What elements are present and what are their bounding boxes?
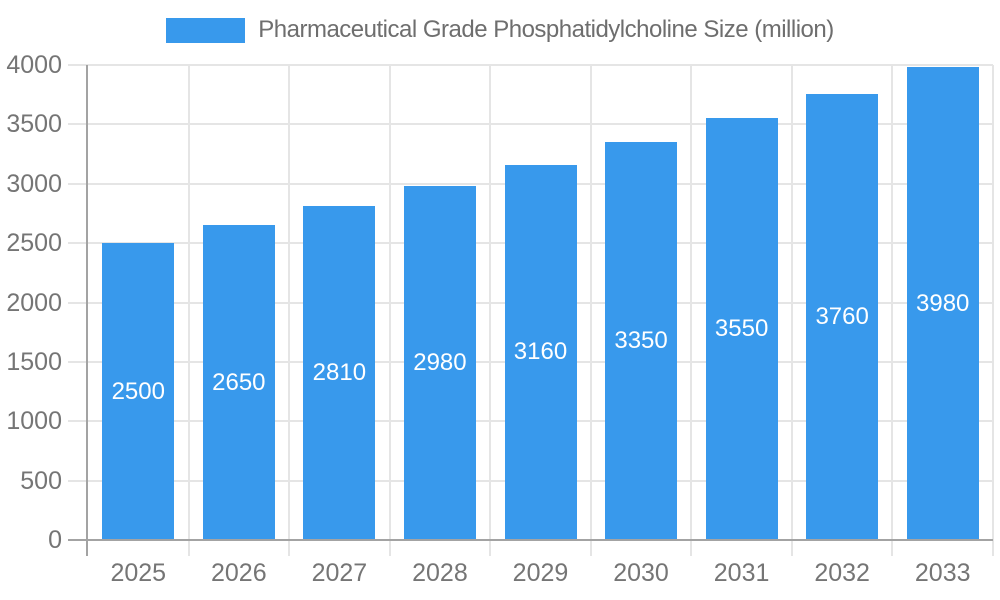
y-axis-tick bbox=[68, 242, 88, 245]
bar-2033[interactable]: 3980 bbox=[906, 67, 979, 540]
x-tick-label: 2030 bbox=[613, 559, 669, 587]
plot-area: 2500 2650 2810 2980 3160 3350 3550 3760 3980 bbox=[68, 64, 994, 556]
y-tick-label: 500 bbox=[20, 466, 62, 495]
gridline-horizontal bbox=[88, 123, 993, 126]
x-tick-label: 2033 bbox=[914, 559, 971, 587]
bar-value-label: 2980 bbox=[413, 349, 467, 377]
bar-value-label: 3980 bbox=[916, 289, 970, 317]
bar-2030[interactable]: 3350 bbox=[605, 142, 678, 540]
y-axis-tick bbox=[68, 123, 88, 126]
y-tick-label: 1500 bbox=[6, 347, 62, 376]
gridline-vertical bbox=[690, 65, 693, 556]
bar-value-label: 2810 bbox=[312, 359, 367, 387]
y-axis-tick bbox=[68, 479, 88, 482]
y-tick-label: 3500 bbox=[6, 110, 62, 139]
gridline-vertical bbox=[891, 65, 894, 556]
gridline-horizontal bbox=[88, 64, 993, 66]
bar-value-label: 2500 bbox=[111, 377, 165, 405]
gridline-vertical bbox=[187, 65, 190, 556]
y-tick-label: 1000 bbox=[6, 407, 62, 436]
x-tick-label: 2029 bbox=[512, 559, 569, 587]
gridline-vertical bbox=[992, 65, 994, 556]
x-tick-label: 2025 bbox=[110, 559, 167, 587]
y-tick-label: 0 bbox=[48, 526, 62, 554]
gridline-vertical bbox=[589, 65, 592, 556]
gridline-vertical bbox=[388, 65, 391, 556]
bar-2025[interactable]: 2500 bbox=[102, 243, 175, 540]
bar-value-label: 3550 bbox=[714, 315, 769, 343]
y-axis-line bbox=[86, 65, 88, 556]
bar-value-label: 3350 bbox=[614, 327, 668, 355]
bar-value-label: 3160 bbox=[513, 338, 568, 366]
x-tick-label: 2031 bbox=[713, 559, 770, 587]
bar-2027[interactable]: 2810 bbox=[303, 206, 376, 540]
legend-label: Pharmaceutical Grade Phosphatidylcholine… bbox=[258, 16, 834, 43]
x-tick-label: 2027 bbox=[311, 559, 368, 587]
bar-value-label: 2650 bbox=[212, 368, 266, 396]
bar-2031[interactable]: 3550 bbox=[705, 118, 778, 540]
gridline-vertical bbox=[790, 65, 793, 556]
bar-2028[interactable]: 2980 bbox=[403, 186, 476, 540]
y-tick-label: 3000 bbox=[6, 169, 62, 198]
y-axis-tick bbox=[68, 182, 88, 185]
bar-2026[interactable]: 2650 bbox=[202, 225, 275, 540]
legend-swatch-icon bbox=[166, 17, 246, 43]
x-tick-label: 2032 bbox=[814, 559, 870, 587]
bar-value-label: 3760 bbox=[815, 302, 869, 330]
y-axis-tick bbox=[68, 64, 88, 66]
y-axis-tick bbox=[68, 360, 88, 363]
y-tick-label: 2500 bbox=[6, 229, 62, 258]
y-tick-label: 4000 bbox=[6, 51, 62, 79]
y-axis-tick bbox=[68, 420, 88, 423]
gridline-vertical bbox=[489, 65, 492, 556]
x-axis-line bbox=[68, 539, 993, 541]
bar-2029[interactable]: 3160 bbox=[504, 164, 577, 540]
x-tick-label: 2026 bbox=[211, 559, 267, 587]
y-axis-tick bbox=[68, 301, 88, 304]
legend-item[interactable]: Pharmaceutical Grade Phosphatidylcholine… bbox=[0, 16, 1000, 43]
x-tick-label: 2028 bbox=[412, 559, 468, 587]
gridline-vertical bbox=[288, 65, 291, 556]
bar-2032[interactable]: 3760 bbox=[806, 93, 879, 540]
y-tick-label: 2000 bbox=[6, 288, 62, 317]
